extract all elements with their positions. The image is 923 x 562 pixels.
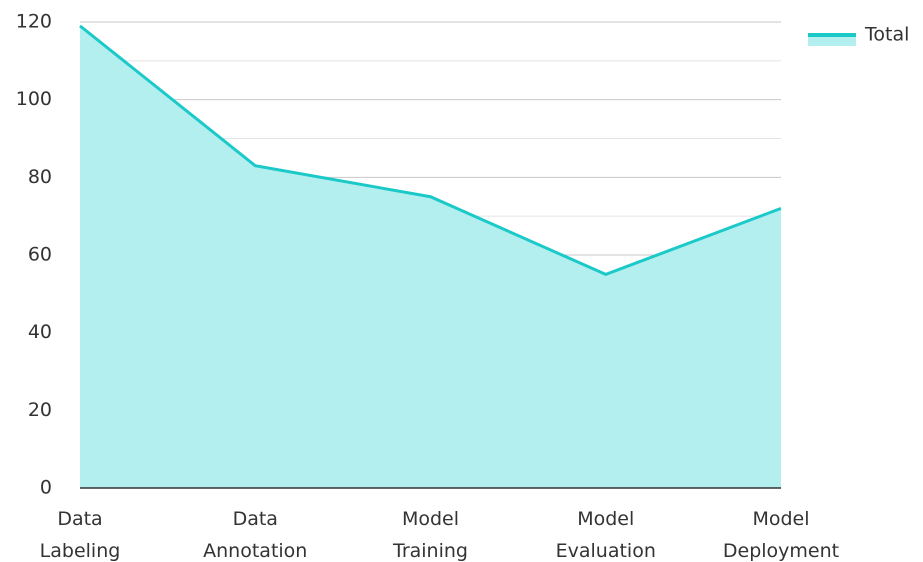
y-tick-label: 80 [28, 166, 52, 188]
x-tick-label: Data Labeling [40, 508, 121, 562]
x-tick-label: Model Deployment [723, 508, 839, 562]
y-tick-label: 0 [40, 477, 52, 499]
y-tick-label: 120 [16, 11, 52, 33]
y-tick-label: 40 [28, 321, 52, 343]
y-tick-label: 60 [28, 244, 52, 266]
y-tick-label: 100 [16, 88, 52, 110]
x-tick-label: Model Training [392, 508, 468, 562]
x-tick-label: Data Annotation [203, 508, 307, 562]
x-tick-label: Model Evaluation [556, 508, 656, 562]
area [80, 25, 781, 489]
y-tick-label: 20 [28, 399, 52, 421]
legend-swatch [808, 35, 856, 46]
legend-label: Total [864, 24, 909, 46]
line [79, 24, 782, 277]
foreground [79, 24, 782, 489]
